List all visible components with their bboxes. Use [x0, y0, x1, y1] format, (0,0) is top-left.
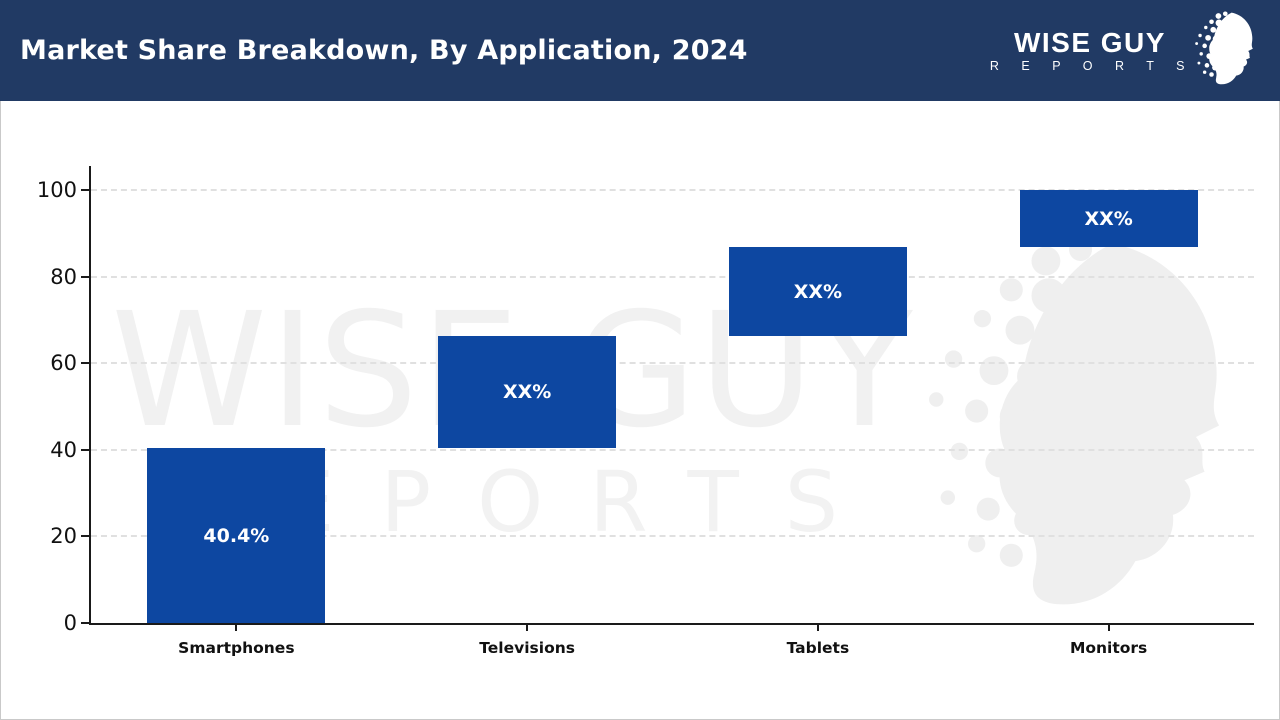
gridline — [91, 362, 1254, 365]
x-tick — [1107, 623, 1110, 631]
gridline — [91, 275, 1254, 278]
x-tick-label: Smartphones — [178, 639, 295, 657]
y-tick — [81, 535, 90, 538]
bar-value-label: XX% — [1084, 207, 1133, 230]
y-tick-label: 40 — [50, 437, 77, 462]
y-tick-label: 80 — [50, 264, 77, 289]
x-tick — [235, 623, 238, 631]
brand-reports: R E P O R T S — [989, 59, 1194, 74]
x-tick-label: Tablets — [786, 639, 850, 657]
brand-text: WISE GUY R E P O R T S — [986, 26, 1194, 74]
y-tick — [81, 189, 90, 191]
plot: 0 20 40 60 80 100 40.4% Smartphones XX% Televisio… — [1, 101, 1279, 719]
gridline — [91, 189, 1254, 191]
page-title: Market Share Breakdown, By Application, … — [20, 35, 748, 66]
bar: XX% — [728, 247, 907, 337]
y-tick — [81, 275, 90, 278]
bar: 40.4% — [147, 448, 326, 623]
gridline — [91, 448, 1254, 451]
y-tick — [81, 448, 90, 451]
x-tick-label: Televisions — [479, 639, 575, 657]
bar: XX% — [438, 336, 617, 449]
header: Market Share Breakdown, By Application, … — [0, 0, 1280, 101]
x-axis-spine — [89, 623, 1254, 625]
x-tick — [526, 623, 529, 631]
y-tick-label: 0 — [63, 611, 77, 635]
y-tick — [81, 622, 90, 624]
y-axis-spine — [89, 166, 91, 625]
brand-name: WISE GUY — [1013, 26, 1166, 58]
y-tick — [81, 362, 90, 365]
x-tick — [816, 623, 819, 631]
y-tick-label: 100 — [36, 178, 77, 202]
watermark-face-icon — [929, 237, 1220, 605]
brand-logo: WISE GUY R E P O R T S — [986, 0, 1266, 101]
gridline — [91, 535, 1254, 538]
y-tick-label: 60 — [50, 351, 77, 376]
bar-value-label: 40.4% — [203, 524, 270, 547]
x-tick-label: Monitors — [1069, 639, 1148, 657]
y-tick-label: 20 — [50, 524, 77, 549]
bar-value-label: XX% — [793, 280, 843, 303]
chart-area: WISE GUY REPORTS 0 20 40 60 80 100 40.4% Smartp… — [0, 101, 1280, 720]
bar-value-label: XX% — [502, 381, 552, 404]
bar: XX% — [1019, 190, 1198, 248]
wiseguy-face-icon — [1195, 10, 1253, 84]
